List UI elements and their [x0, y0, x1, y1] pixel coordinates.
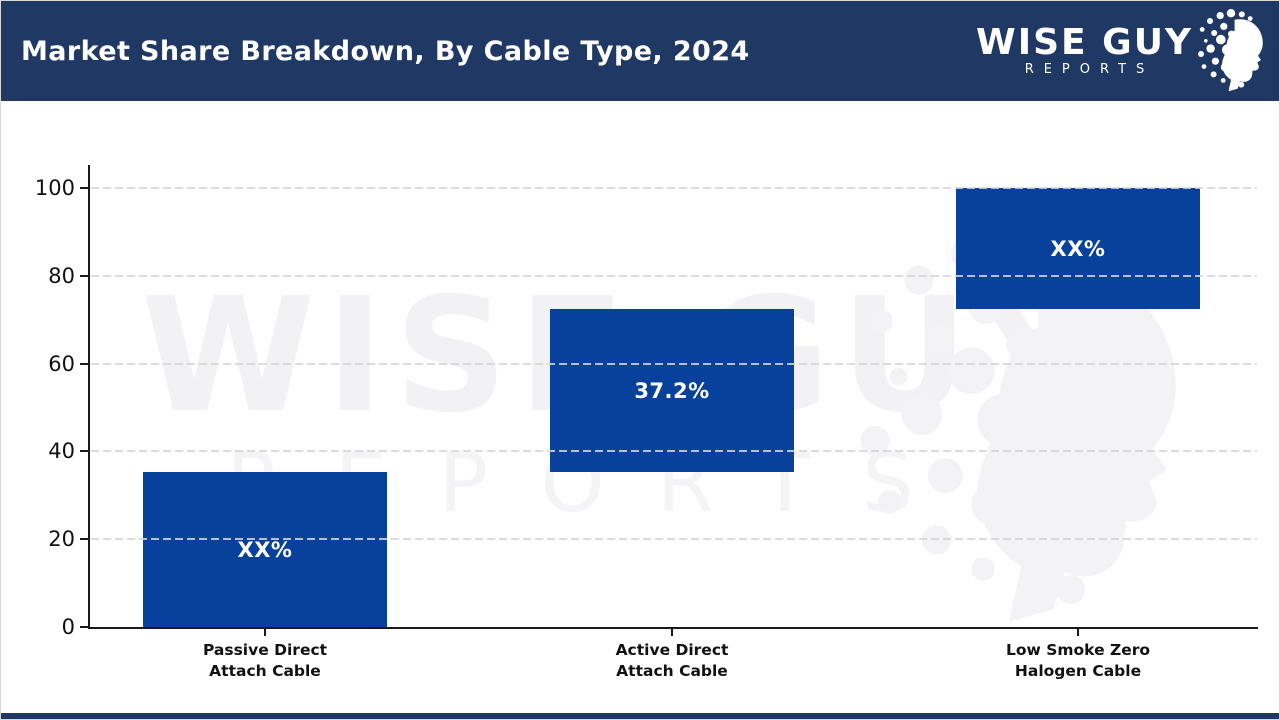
bar-value-label: XX%	[1050, 236, 1106, 261]
y-tick	[80, 626, 89, 628]
x-tick	[1077, 629, 1079, 636]
wiseguy-logo-line2: REPORTS	[1024, 62, 1155, 77]
y-tick	[80, 363, 89, 365]
category-line2: Attach Cable	[209, 662, 321, 680]
gridline-60	[91, 363, 1257, 365]
category-line2: Halogen Cable	[1014, 662, 1142, 680]
x-tick	[264, 629, 266, 636]
y-tick	[80, 187, 89, 189]
y-tick-label: 20	[48, 527, 75, 551]
header-bar: Market Share Breakdown, By Cable Type, 2…	[1, 1, 1279, 101]
y-tick-label: 100	[34, 176, 75, 200]
wiseguy-face-icon	[1195, 9, 1267, 93]
bar-value-label: XX%	[237, 537, 293, 562]
gridline-100	[91, 187, 1257, 189]
bar-active-direct-attach: 37.2%	[550, 309, 794, 473]
bar-passive-direct-attach: XX%	[143, 472, 387, 627]
wiseguy-logo: WISE GUY REPORTS	[976, 9, 1267, 93]
footer-accent-strip	[1, 713, 1279, 719]
category-line1: Passive Direct	[202, 641, 328, 659]
x-tick	[671, 629, 673, 636]
wiseguy-logo-text: WISE GUY REPORTS	[976, 24, 1193, 78]
y-tick	[80, 275, 89, 277]
category-label-active-direct-attach: Active Direct Attach Cable	[452, 640, 892, 682]
y-tick-label: 40	[48, 439, 75, 463]
y-tick-label: 60	[48, 352, 75, 376]
y-tick-label: 0	[61, 615, 75, 639]
category-line1: Active Direct	[615, 641, 729, 659]
x-axis-line	[88, 627, 1258, 629]
y-tick-label: 80	[48, 264, 75, 288]
y-tick	[80, 538, 89, 540]
category-line1: Low Smoke Zero	[1005, 641, 1151, 659]
y-axis-line	[88, 165, 90, 629]
wiseguy-logo-line1: WISE GUY	[975, 22, 1193, 63]
category-line2: Attach Cable	[616, 662, 728, 680]
page-title: Market Share Breakdown, By Cable Type, 2…	[21, 35, 750, 67]
gridline-20	[91, 538, 1257, 540]
category-label-low-smoke-zero-halogen: Low Smoke Zero Halogen Cable	[858, 640, 1279, 682]
bar-value-label: 37.2%	[634, 378, 710, 403]
y-tick	[80, 450, 89, 452]
gridline-80	[91, 275, 1257, 277]
bar-low-smoke-zero-halogen: XX%	[956, 188, 1200, 310]
gridline-40	[91, 450, 1257, 452]
category-label-passive-direct-attach: Passive Direct Attach Cable	[45, 640, 485, 682]
